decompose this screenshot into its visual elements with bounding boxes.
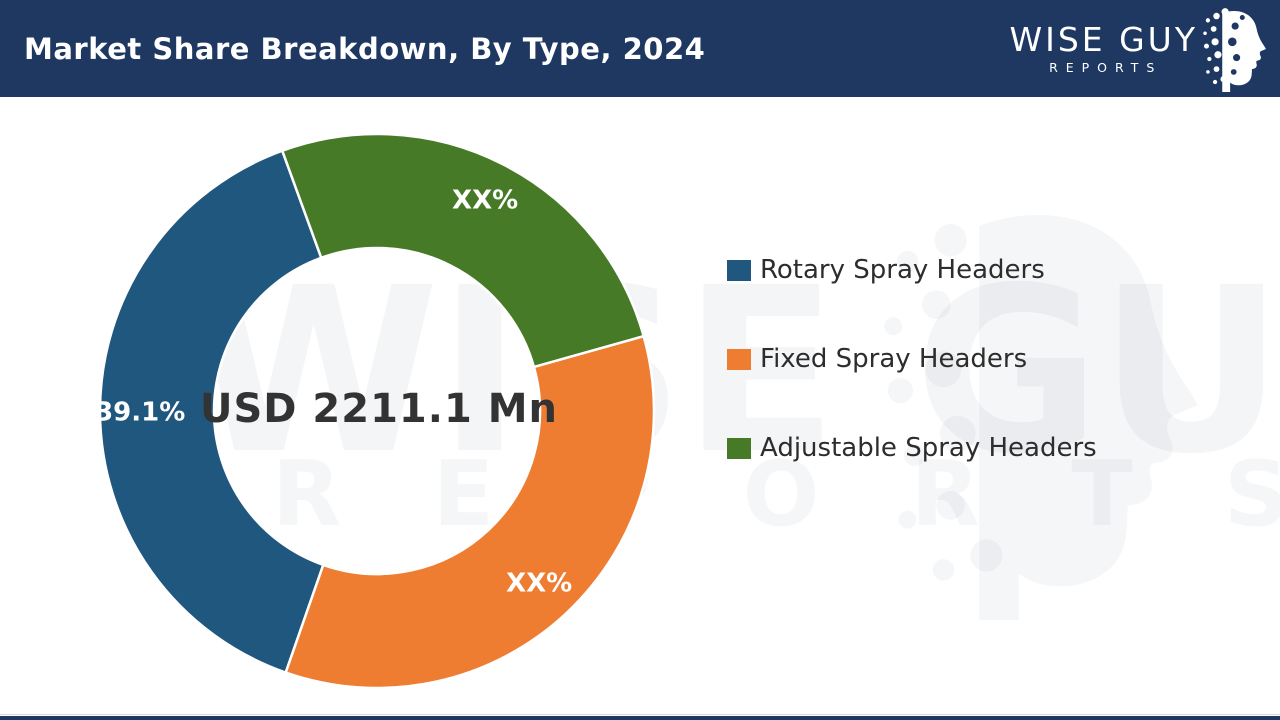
legend-label-adjustable: Adjustable Spray Headers [760, 433, 1097, 463]
legend-item-rotary: Rotary Spray Headers [727, 252, 1097, 288]
footer-divider [0, 714, 1280, 715]
legend-label-fixed: Fixed Spray Headers [760, 344, 1028, 374]
legend-swatch-adjustable [727, 437, 751, 459]
slice-percentage-label-1: XX% [506, 569, 572, 599]
watermark-face-icon [884, 214, 1198, 620]
brand-logo-text: WISE GUY REPORTS [1009, 20, 1198, 76]
slice-percentage-label-0: 39.1% [95, 398, 185, 428]
legend-swatch-fixed [727, 348, 751, 370]
chart-legend: Rotary Spray Headers Fixed Spray Headers… [727, 252, 1097, 519]
donut-slice-0 [98, 149, 325, 674]
legend-label-rotary: Rotary Spray Headers [760, 255, 1045, 285]
legend-item-fixed: Fixed Spray Headers [727, 341, 1097, 377]
legend-swatch-rotary [727, 259, 751, 281]
brand-tagline: REPORTS [1049, 60, 1163, 75]
legend-item-adjustable: Adjustable Spray Headers [727, 430, 1097, 466]
footer-bar [0, 716, 1280, 720]
page-title: Market Share Breakdown, By Type, 2024 [24, 31, 706, 66]
slice-percentage-label-2: XX% [452, 185, 518, 215]
watermark-reports-text: R E P O R T S [272, 442, 1280, 547]
brand-name: WISE GUY [1009, 20, 1198, 59]
donut-slice-2 [281, 132, 645, 369]
brand-face-icon [1203, 7, 1266, 92]
header-bar: Market Share Breakdown, By Type, 2024 WI… [0, 0, 1280, 97]
donut-slice-1 [284, 334, 656, 690]
chart-center-total: USD 2211.1 Mn [200, 386, 558, 432]
brand-logo: WISE GUY REPORTS [1009, 0, 1266, 97]
watermark-brand-text: WISE GUY [188, 238, 1280, 504]
